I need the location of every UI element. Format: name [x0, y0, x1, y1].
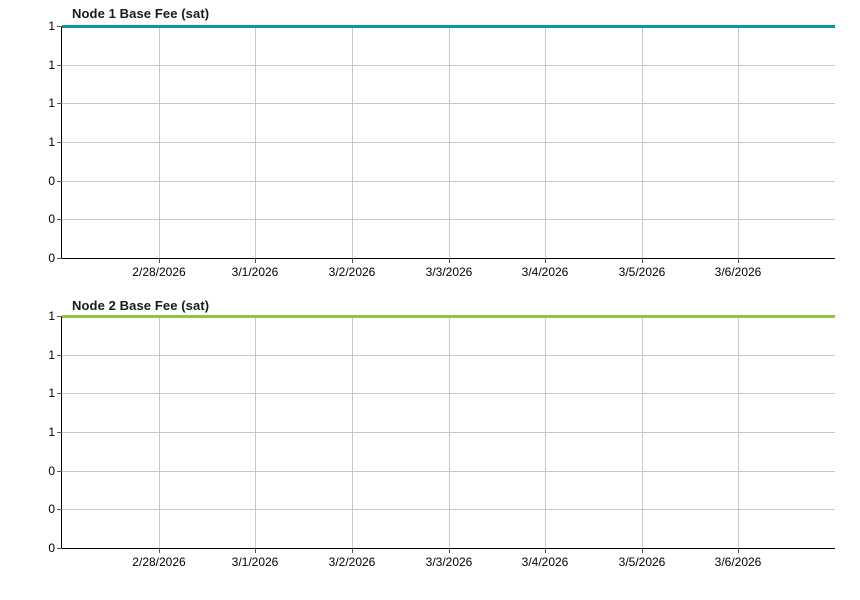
- gridline-vertical: [159, 26, 160, 258]
- x-axis-tick-label: 3/3/2026: [425, 265, 473, 279]
- x-tick-mark: [545, 258, 546, 263]
- chart-panel-node-1: Node 1 Base Fee (sat) 1 1 1 1 0 0 0 2/28/2026 3/…: [0, 0, 860, 292]
- gridline-vertical: [738, 26, 739, 258]
- x-axis-tick-label: 3/4/2026: [521, 265, 569, 279]
- gridline-horizontal: [62, 471, 835, 472]
- y-tick-mark: [57, 548, 62, 549]
- x-axis-line-node-1: [61, 258, 835, 259]
- x-axis-tick-label: 2/28/2026: [132, 555, 186, 569]
- y-axis-tick-label: 1: [48, 19, 55, 33]
- x-axis-tick-label: 3/2/2026: [328, 555, 376, 569]
- gridline-vertical: [449, 316, 450, 548]
- series-line-node-1: [62, 25, 835, 28]
- x-tick-mark: [255, 548, 256, 553]
- gridline-vertical: [352, 316, 353, 548]
- y-tick-mark: [57, 65, 62, 66]
- x-tick-mark: [642, 258, 643, 263]
- x-tick-mark: [352, 258, 353, 263]
- gridline-horizontal: [62, 181, 835, 182]
- gridline-vertical: [449, 26, 450, 258]
- gridline-vertical: [738, 316, 739, 548]
- y-axis-tick-label: 0: [48, 464, 55, 478]
- gridline-vertical: [352, 26, 353, 258]
- x-axis-tick-label: 3/5/2026: [618, 265, 666, 279]
- y-axis-tick-label: 0: [48, 251, 55, 265]
- x-axis-tick-label: 2/28/2026: [132, 265, 186, 279]
- chart-title-node-1: Node 1 Base Fee (sat): [72, 6, 210, 21]
- x-tick-mark: [159, 548, 160, 553]
- x-tick-mark: [449, 548, 450, 553]
- x-tick-mark: [738, 258, 739, 263]
- y-axis-tick-label: 1: [48, 58, 55, 72]
- gridline-vertical: [545, 26, 546, 258]
- gridline-horizontal: [62, 432, 835, 433]
- y-axis-tick-label: 0: [48, 541, 55, 555]
- gridline-vertical: [545, 316, 546, 548]
- gridline-horizontal: [62, 355, 835, 356]
- y-axis-tick-label: 0: [48, 212, 55, 226]
- plot-area-node-2: 1 1 1 1 0 0 0 2/28/2026 3/1/2026 3/2/2026 3/3/2026…: [48, 309, 835, 569]
- y-axis-tick-label: 1: [48, 386, 55, 400]
- y-tick-mark: [57, 142, 62, 143]
- gridline-horizontal: [62, 219, 835, 220]
- y-tick-mark: [57, 219, 62, 220]
- x-axis-tick-label: 3/3/2026: [425, 555, 473, 569]
- y-tick-mark: [57, 316, 62, 317]
- x-tick-mark: [642, 548, 643, 553]
- gridline-vertical: [255, 316, 256, 548]
- gridline-vertical: [159, 316, 160, 548]
- gridline-horizontal: [62, 509, 835, 510]
- y-tick-mark: [57, 509, 62, 510]
- x-axis-line-node-2: [61, 548, 835, 549]
- gridline-horizontal: [62, 103, 835, 104]
- y-tick-mark: [57, 355, 62, 356]
- y-tick-mark: [57, 26, 62, 27]
- x-tick-mark: [352, 548, 353, 553]
- y-axis-tick-label: 1: [48, 135, 55, 149]
- series-line-node-2: [62, 315, 835, 318]
- x-axis-tick-label: 3/6/2026: [714, 555, 762, 569]
- chart-title-node-2: Node 2 Base Fee (sat): [72, 298, 210, 313]
- y-axis-tick-label: 0: [48, 174, 55, 188]
- x-axis-tick-label: 3/2/2026: [328, 265, 376, 279]
- plot-area-node-1: 1 1 1 1 0 0 0 2/28/2026 3/1/2026 3/2/2026 3/3/2026…: [48, 19, 835, 279]
- x-tick-mark: [449, 258, 450, 263]
- gridline-horizontal: [62, 142, 835, 143]
- y-tick-mark: [57, 432, 62, 433]
- y-axis-tick-label: 1: [48, 348, 55, 362]
- gridline-horizontal: [62, 393, 835, 394]
- x-tick-mark: [738, 548, 739, 553]
- y-tick-mark: [57, 103, 62, 104]
- y-axis-tick-label: 1: [48, 309, 55, 323]
- x-axis-tick-label: 3/6/2026: [714, 265, 762, 279]
- gridline-vertical: [255, 26, 256, 258]
- chart-panel-node-2: Node 2 Base Fee (sat) 1 1 1 1 0 0 0 2/28/2026 3/…: [0, 292, 860, 600]
- x-axis-tick-label: 3/5/2026: [618, 555, 666, 569]
- y-axis-tick-label: 0: [48, 502, 55, 516]
- gridline-horizontal: [62, 65, 835, 66]
- y-tick-mark: [57, 181, 62, 182]
- gridline-vertical: [642, 316, 643, 548]
- x-axis-tick-label: 3/1/2026: [231, 265, 279, 279]
- x-tick-mark: [255, 258, 256, 263]
- y-axis-tick-label: 1: [48, 96, 55, 110]
- x-tick-mark: [545, 548, 546, 553]
- x-tick-mark: [159, 258, 160, 263]
- y-axis-tick-label: 1: [48, 425, 55, 439]
- x-axis-tick-label: 3/1/2026: [231, 555, 279, 569]
- gridline-vertical: [642, 26, 643, 258]
- x-axis-tick-label: 3/4/2026: [521, 555, 569, 569]
- y-tick-mark: [57, 471, 62, 472]
- y-tick-mark: [57, 258, 62, 259]
- y-tick-mark: [57, 393, 62, 394]
